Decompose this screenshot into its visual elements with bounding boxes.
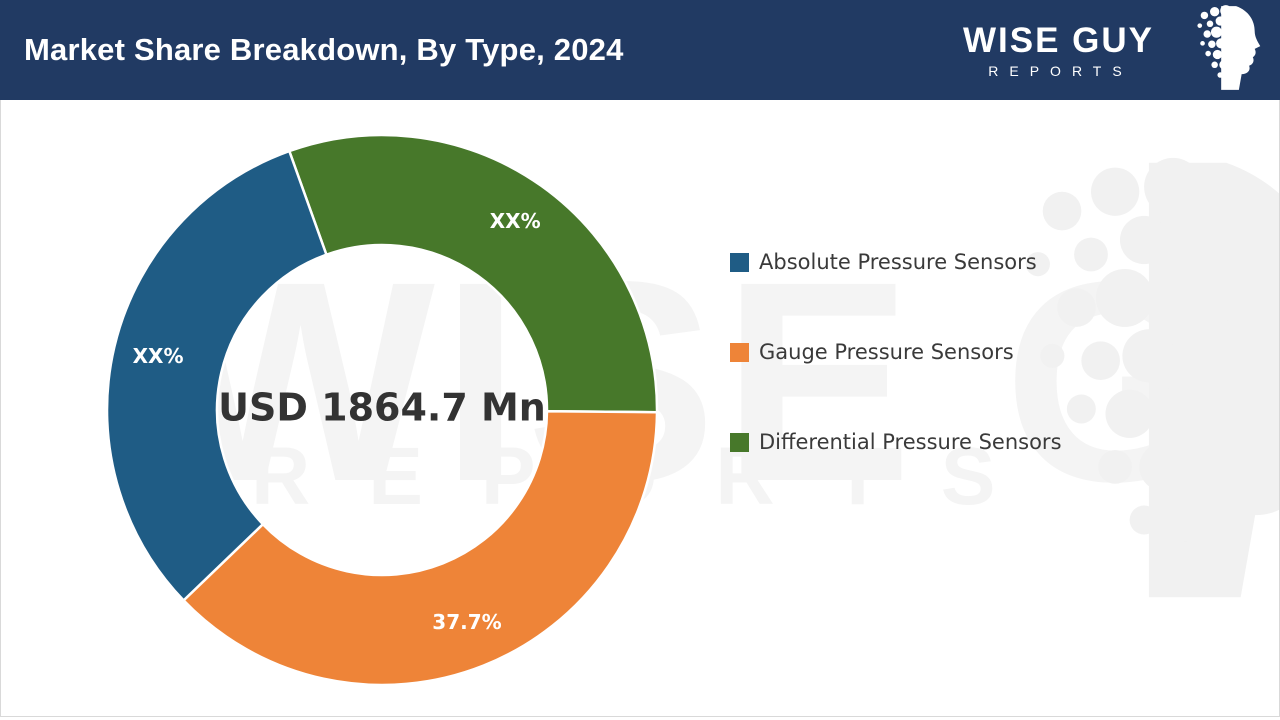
donut-segments: XX% 37.7% XX% — [105, 133, 659, 687]
chart-center-value: USD 1864.7 Mn — [218, 386, 546, 430]
donut-segment — [105, 149, 328, 602]
slice-label: XX% — [133, 344, 184, 368]
watermark-wordmark: WISE GUY — [166, 223, 1279, 541]
legend-label: Gauge Pressure Sensors — [759, 340, 1014, 364]
donut-segment — [182, 410, 659, 687]
chart-legend: Absolute Pressure Sensors Gauge Pressure… — [730, 250, 1062, 520]
wiseguy-face-icon — [1156, 5, 1264, 91]
slice-label: 37.7% — [432, 610, 501, 634]
logo-text: WISE GUY REPORTS — [963, 23, 1154, 78]
legend-swatch — [730, 252, 749, 272]
legend-swatch — [730, 432, 749, 452]
legend-item: Absolute Pressure Sensors — [730, 250, 1062, 274]
logo-wordmark: WISE GUY — [962, 20, 1154, 60]
wiseguy-logo: WISE GUY REPORTS — [963, 9, 1264, 91]
donut-chart: XX% 37.7% XX% USD 1864.7 Mn — [105, 133, 659, 687]
legend-item: Gauge Pressure Sensors — [730, 340, 1062, 364]
legend-label: Absolute Pressure Sensors — [759, 250, 1037, 274]
header-bar: Market Share Breakdown, By Type, 2024 WI… — [0, 0, 1280, 100]
chart-card: WISE GUY REPORTS XX%37.7%XX% USD 1864.7 … — [0, 100, 1280, 717]
legend-swatch — [730, 342, 749, 362]
donut-segment — [288, 133, 659, 414]
slice-label: XX% — [490, 209, 541, 233]
legend-item: Differential Pressure Sensors — [730, 430, 1062, 454]
page-title: Market Share Breakdown, By Type, 2024 — [24, 32, 624, 67]
legend-label: Differential Pressure Sensors — [759, 430, 1062, 454]
logo-subtitle: REPORTS — [988, 62, 1133, 79]
